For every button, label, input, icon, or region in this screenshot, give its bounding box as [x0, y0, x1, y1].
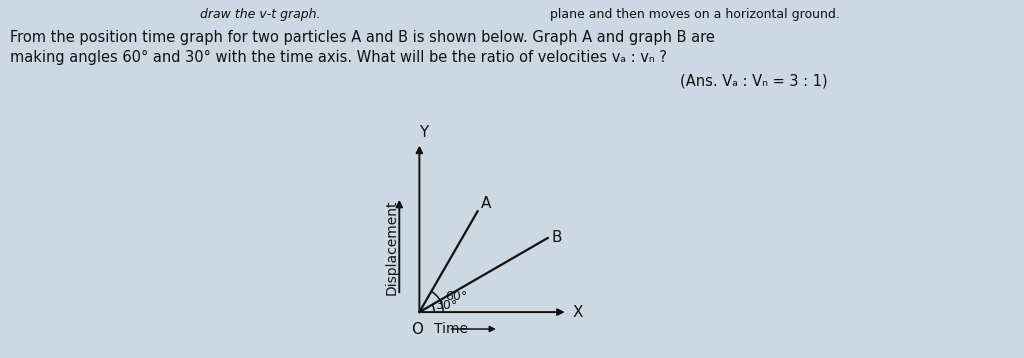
Text: plane and then moves on a horizontal ground.: plane and then moves on a horizontal gro… [550, 8, 840, 21]
Text: Y: Y [419, 125, 428, 140]
Text: 60°: 60° [444, 290, 467, 304]
Text: Time: Time [434, 322, 468, 336]
Text: From the position time graph for two particles A and B is shown below. Graph A a: From the position time graph for two par… [10, 30, 715, 45]
Text: draw the v-t graph.: draw the v-t graph. [200, 8, 321, 21]
Text: A: A [481, 196, 492, 211]
Text: B: B [551, 231, 562, 246]
Text: making angles 60° and 30° with the time axis. What will be the ratio of velociti: making angles 60° and 30° with the time … [10, 50, 667, 65]
Text: O: O [411, 321, 423, 337]
Text: (Ans. Vₐ : Vₙ = 3 : 1): (Ans. Vₐ : Vₙ = 3 : 1) [680, 73, 827, 88]
Text: 30°: 30° [435, 299, 458, 313]
Text: Displacement: Displacement [385, 200, 399, 295]
Text: X: X [572, 305, 584, 320]
